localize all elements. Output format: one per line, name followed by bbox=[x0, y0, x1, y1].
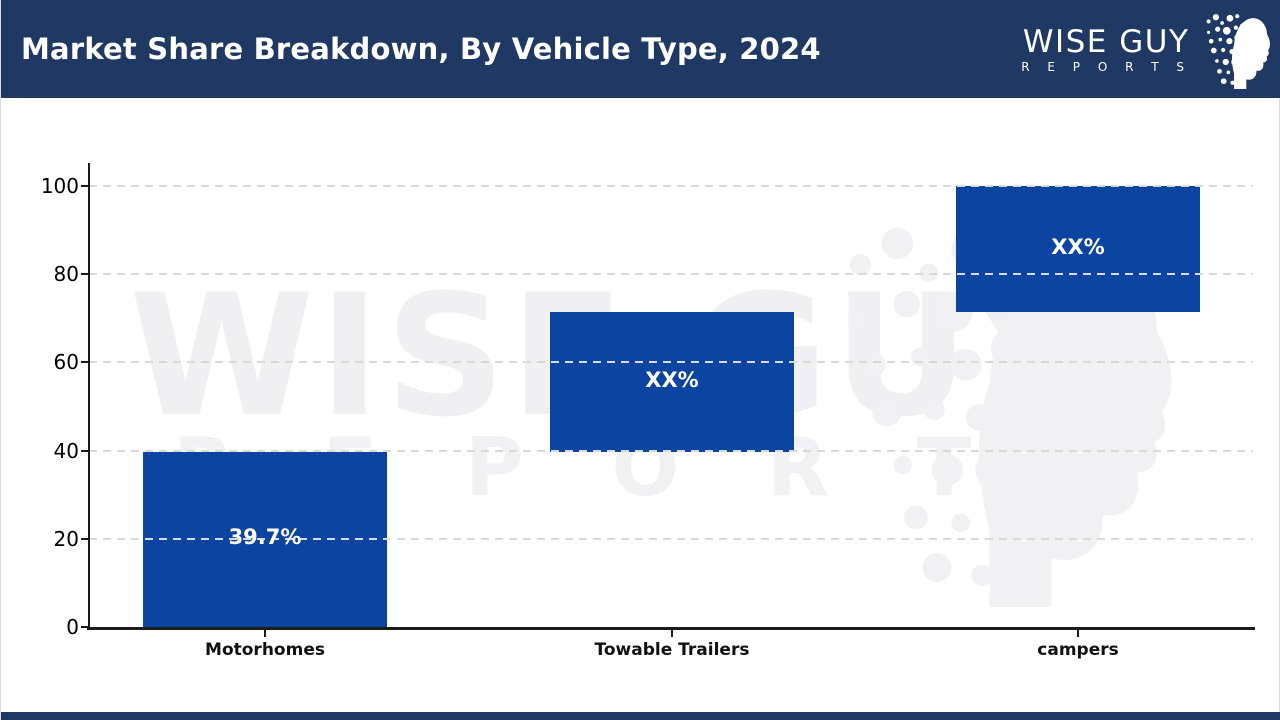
bar-towable-trailers bbox=[550, 312, 794, 452]
page-title: Market Share Breakdown, By Vehicle Type,… bbox=[21, 32, 821, 66]
y-tick-label-40: 40 bbox=[53, 438, 79, 463]
logo-tagline: R E P O R T S bbox=[1021, 60, 1191, 75]
header-bar: Market Share Breakdown, By Vehicle Type,… bbox=[1, 0, 1280, 98]
x-axis-label-1: Towable Trailers bbox=[594, 640, 750, 660]
y-tick-20 bbox=[81, 537, 88, 540]
y-tick-label-80: 80 bbox=[53, 262, 79, 287]
y-tick-label-60: 60 bbox=[53, 350, 79, 375]
gridline-60 bbox=[89, 361, 1253, 364]
gridline-100 bbox=[89, 185, 1253, 187]
logo-face-icon bbox=[1193, 10, 1271, 90]
gridline-40 bbox=[89, 449, 1253, 452]
y-tick-80 bbox=[81, 273, 88, 276]
y-tick-100 bbox=[81, 185, 88, 187]
y-axis-spine bbox=[88, 163, 90, 630]
y-tick-60 bbox=[81, 361, 88, 364]
gridline-80 bbox=[89, 273, 1253, 276]
y-tick-label-100: 100 bbox=[40, 174, 79, 198]
logo-text: WISE GUY R E P O R T S bbox=[1021, 26, 1191, 75]
x-tick-1 bbox=[671, 630, 673, 637]
y-tick-0 bbox=[81, 626, 88, 628]
gridline-20 bbox=[89, 537, 1253, 540]
bar-value-label: 39.7% bbox=[228, 525, 302, 550]
x-tick-2 bbox=[1077, 630, 1079, 637]
y-tick-label-20: 20 bbox=[53, 526, 79, 551]
logo-name: WISE GUY bbox=[1022, 23, 1190, 60]
x-axis-label-2: campers bbox=[1037, 640, 1119, 660]
bar-value-label: XX% bbox=[645, 368, 699, 393]
x-axis-line bbox=[87, 627, 1255, 630]
y-tick-40 bbox=[81, 449, 88, 452]
wiseguy-logo: WISE GUY R E P O R T S bbox=[1021, 8, 1271, 92]
y-tick-label-0: 0 bbox=[66, 615, 79, 639]
footer-bar bbox=[1, 712, 1280, 720]
x-axis-label-0: Motorhomes bbox=[205, 640, 325, 660]
bar-value-label: XX% bbox=[1051, 235, 1105, 260]
x-tick-0 bbox=[264, 630, 266, 637]
